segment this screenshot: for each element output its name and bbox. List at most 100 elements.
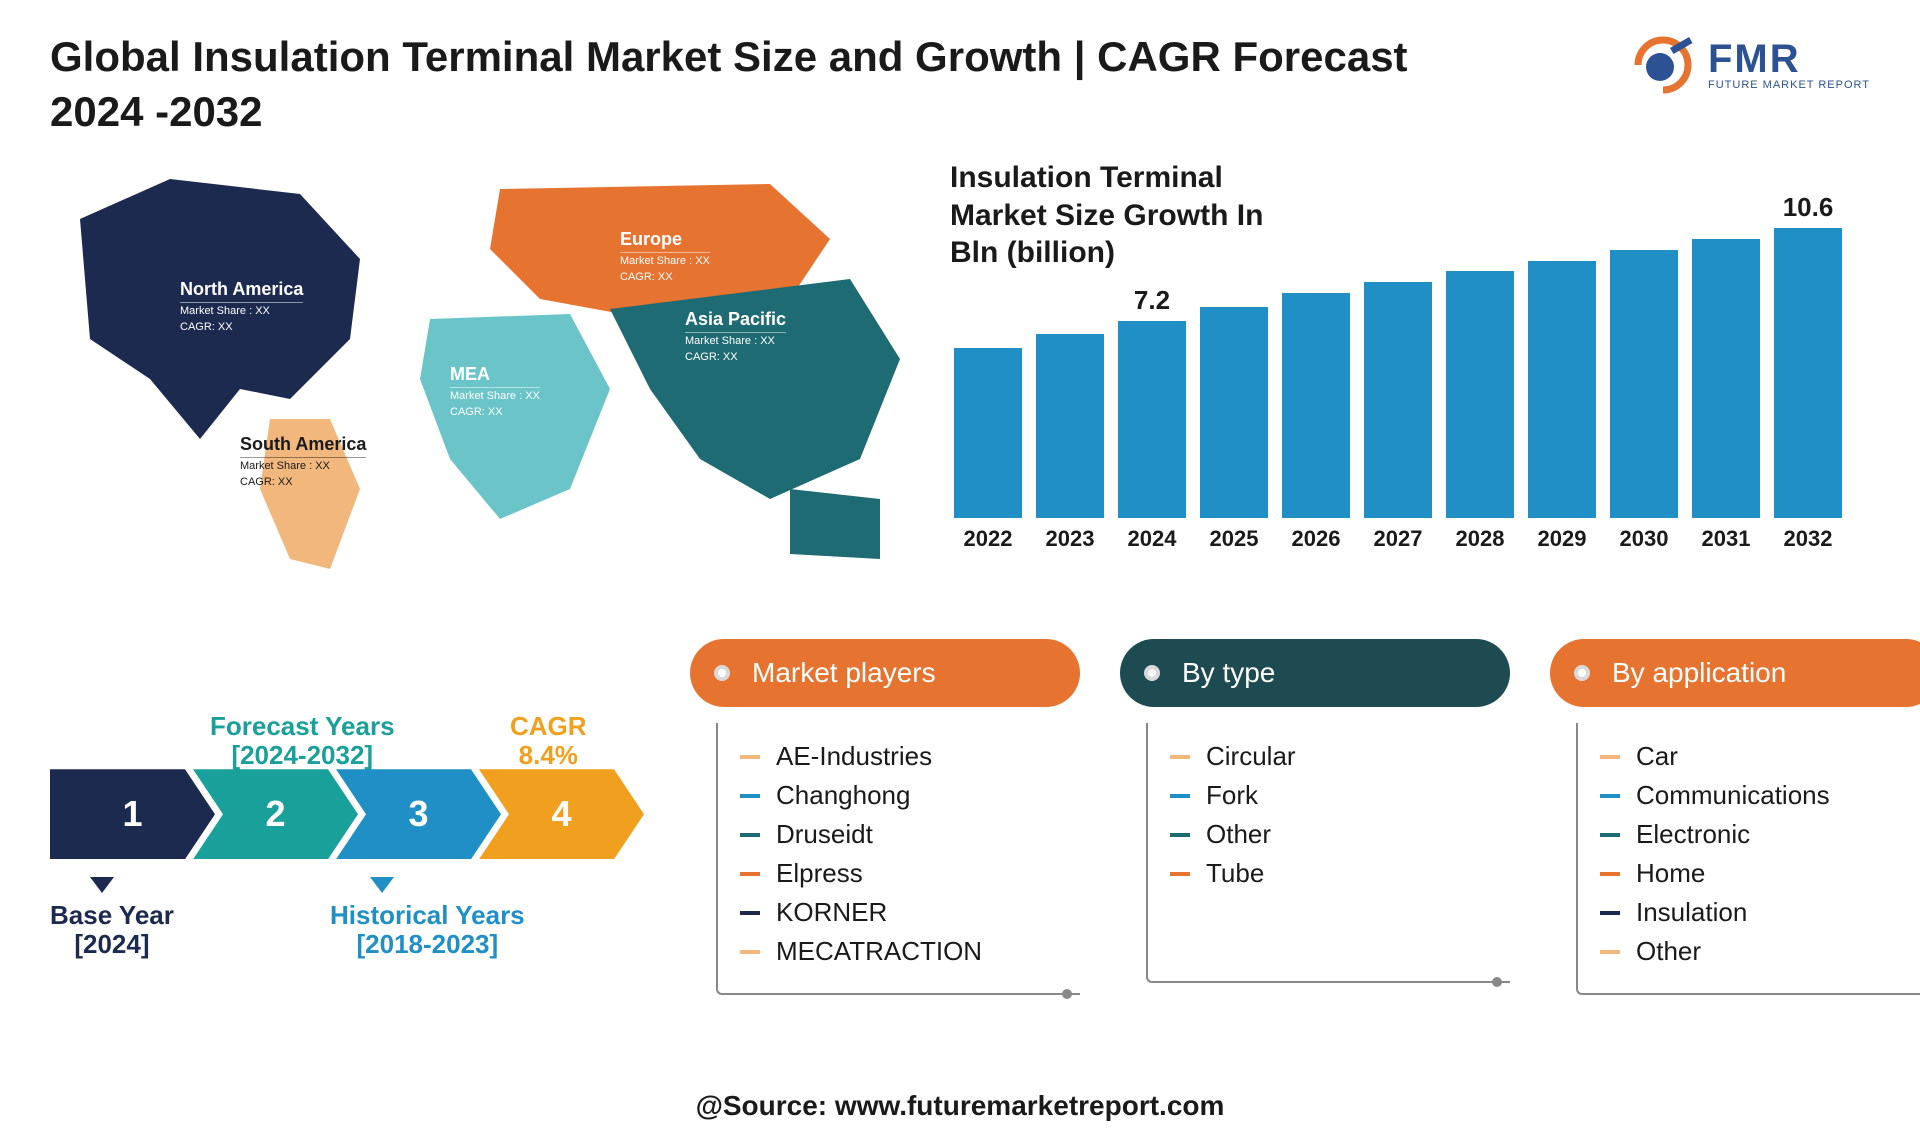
bar-year: 2023 bbox=[1046, 526, 1095, 552]
bar-year: 2030 bbox=[1620, 526, 1669, 552]
bar-year: 2032 bbox=[1784, 526, 1833, 552]
timeline-arrow: 1 bbox=[50, 769, 215, 859]
bar bbox=[1528, 261, 1596, 518]
logo-sub: FUTURE MARKET REPORT bbox=[1708, 79, 1870, 91]
bar bbox=[1118, 321, 1186, 518]
bar bbox=[1692, 239, 1760, 518]
bar-value: 7.2 bbox=[1134, 285, 1170, 315]
list-item: KORNER bbox=[740, 897, 1070, 928]
bar bbox=[1774, 228, 1842, 518]
bar bbox=[1364, 282, 1432, 517]
bar-year: 2027 bbox=[1374, 526, 1423, 552]
header: Global Insulation Terminal Market Size a… bbox=[50, 30, 1870, 139]
bar-column: 2023 bbox=[1032, 298, 1108, 551]
list-item: AE-Industries bbox=[740, 741, 1070, 772]
bar-value: 10.6 bbox=[1783, 192, 1834, 222]
list-item: Fork bbox=[1170, 780, 1500, 811]
bar bbox=[1610, 250, 1678, 518]
timeline-arrows: 1234 bbox=[50, 769, 650, 859]
list-item-text: AE-Industries bbox=[776, 741, 932, 772]
bar-column: 2030 bbox=[1606, 214, 1682, 552]
bar bbox=[954, 348, 1022, 518]
timeline: Forecast Years[2024-2032] CAGR8.4% 1234 … bbox=[50, 639, 650, 995]
tick-icon bbox=[1170, 794, 1190, 798]
page-title: Global Insulation Terminal Market Size a… bbox=[50, 30, 1450, 139]
region-share: Market Share : XX bbox=[450, 387, 540, 402]
list-item-text: Car bbox=[1636, 741, 1678, 772]
source-text: @Source: www.futuremarketreport.com bbox=[0, 1090, 1920, 1122]
list-item-text: MECATRACTION bbox=[776, 936, 982, 967]
timeline-bottom-label: Historical Years[2018-2023] bbox=[330, 901, 525, 958]
bar bbox=[1200, 307, 1268, 518]
category-column: By type Circular Fork Other Tube bbox=[1120, 639, 1510, 995]
category-column: By application Car Communications Electroni… bbox=[1550, 639, 1920, 995]
region-label: MEA Market Share : XX CAGR: XX bbox=[450, 364, 540, 418]
bar-year: 2031 bbox=[1702, 526, 1751, 552]
list-item-text: Home bbox=[1636, 858, 1705, 889]
region-share: Market Share : XX bbox=[620, 252, 710, 267]
bar-column: 7.2 2024 bbox=[1114, 285, 1190, 552]
category-list: Car Communications Electronic Home Insulatio… bbox=[1576, 723, 1920, 995]
list-item: Elpress bbox=[740, 858, 1070, 889]
list-item-text: Electronic bbox=[1636, 819, 1750, 850]
bar-column: 2029 bbox=[1524, 225, 1600, 552]
region-name: North America bbox=[180, 279, 303, 300]
bar-year: 2028 bbox=[1456, 526, 1505, 552]
list-item-text: Fork bbox=[1206, 780, 1258, 811]
bar-column: 2027 bbox=[1360, 246, 1436, 551]
tick-icon bbox=[1600, 833, 1620, 837]
bar-chart: 2022 2023 7.2 2024 2025 2026 2027 2028 2… bbox=[950, 222, 1870, 552]
list-item: Home bbox=[1600, 858, 1920, 889]
bar-year: 2024 bbox=[1128, 526, 1177, 552]
timeline-top-label: Forecast Years[2024-2032] bbox=[210, 712, 395, 769]
timeline-arrow: 4 bbox=[479, 769, 644, 859]
triangle-down-icon bbox=[370, 877, 394, 893]
region-label: Europe Market Share : XX CAGR: XX bbox=[620, 229, 710, 283]
bar-column: 2026 bbox=[1278, 257, 1354, 551]
region-name: Europe bbox=[620, 229, 710, 250]
category-pill: By type bbox=[1120, 639, 1510, 707]
list-item: MECATRACTION bbox=[740, 936, 1070, 967]
category-pill: By application bbox=[1550, 639, 1920, 707]
timeline-top-label: CAGR8.4% bbox=[510, 712, 587, 769]
bottom-row: Forecast Years[2024-2032] CAGR8.4% 1234 … bbox=[50, 639, 1870, 995]
bar bbox=[1446, 271, 1514, 517]
list-item: Druseidt bbox=[740, 819, 1070, 850]
tick-icon bbox=[1170, 755, 1190, 759]
bar-year: 2029 bbox=[1538, 526, 1587, 552]
category-column: Market players AE-Industries Changhong Drus… bbox=[690, 639, 1080, 995]
triangle-down-icon bbox=[90, 877, 114, 893]
list-item: Circular bbox=[1170, 741, 1500, 772]
list-item: Other bbox=[1170, 819, 1500, 850]
bar-column: 2028 bbox=[1442, 235, 1518, 551]
tick-icon bbox=[740, 950, 760, 954]
region-label: North America Market Share : XX CAGR: XX bbox=[180, 279, 303, 333]
list-item-text: Other bbox=[1206, 819, 1271, 850]
list-item-text: Elpress bbox=[776, 858, 863, 889]
main-row: North America Market Share : XX CAGR: XX… bbox=[50, 159, 1870, 579]
bar-year: 2022 bbox=[964, 526, 1013, 552]
region-cagr: CAGR: XX bbox=[685, 349, 786, 363]
tick-icon bbox=[1600, 911, 1620, 915]
region-cagr: CAGR: XX bbox=[620, 269, 710, 283]
tick-icon bbox=[740, 872, 760, 876]
tick-icon bbox=[1600, 872, 1620, 876]
timeline-arrow: 3 bbox=[336, 769, 501, 859]
list-item: Insulation bbox=[1600, 897, 1920, 928]
bar-column: 10.6 2032 bbox=[1770, 192, 1846, 552]
list-item: Communications bbox=[1600, 780, 1920, 811]
bar-year: 2026 bbox=[1292, 526, 1341, 552]
category-list: Circular Fork Other Tube bbox=[1146, 723, 1510, 983]
tick-icon bbox=[1600, 755, 1620, 759]
bar bbox=[1036, 334, 1104, 517]
list-item: Tube bbox=[1170, 858, 1500, 889]
tick-icon bbox=[1170, 833, 1190, 837]
list-item: Car bbox=[1600, 741, 1920, 772]
region-name: Asia Pacific bbox=[685, 309, 786, 330]
list-item: Changhong bbox=[740, 780, 1070, 811]
list-item-text: KORNER bbox=[776, 897, 887, 928]
region-label: Asia Pacific Market Share : XX CAGR: XX bbox=[685, 309, 786, 363]
logo-text: FMR FUTURE MARKET REPORT bbox=[1708, 39, 1870, 91]
category-pill: Market players bbox=[690, 639, 1080, 707]
bar-chart-area: Insulation Terminal Market Size Growth I… bbox=[950, 159, 1870, 579]
